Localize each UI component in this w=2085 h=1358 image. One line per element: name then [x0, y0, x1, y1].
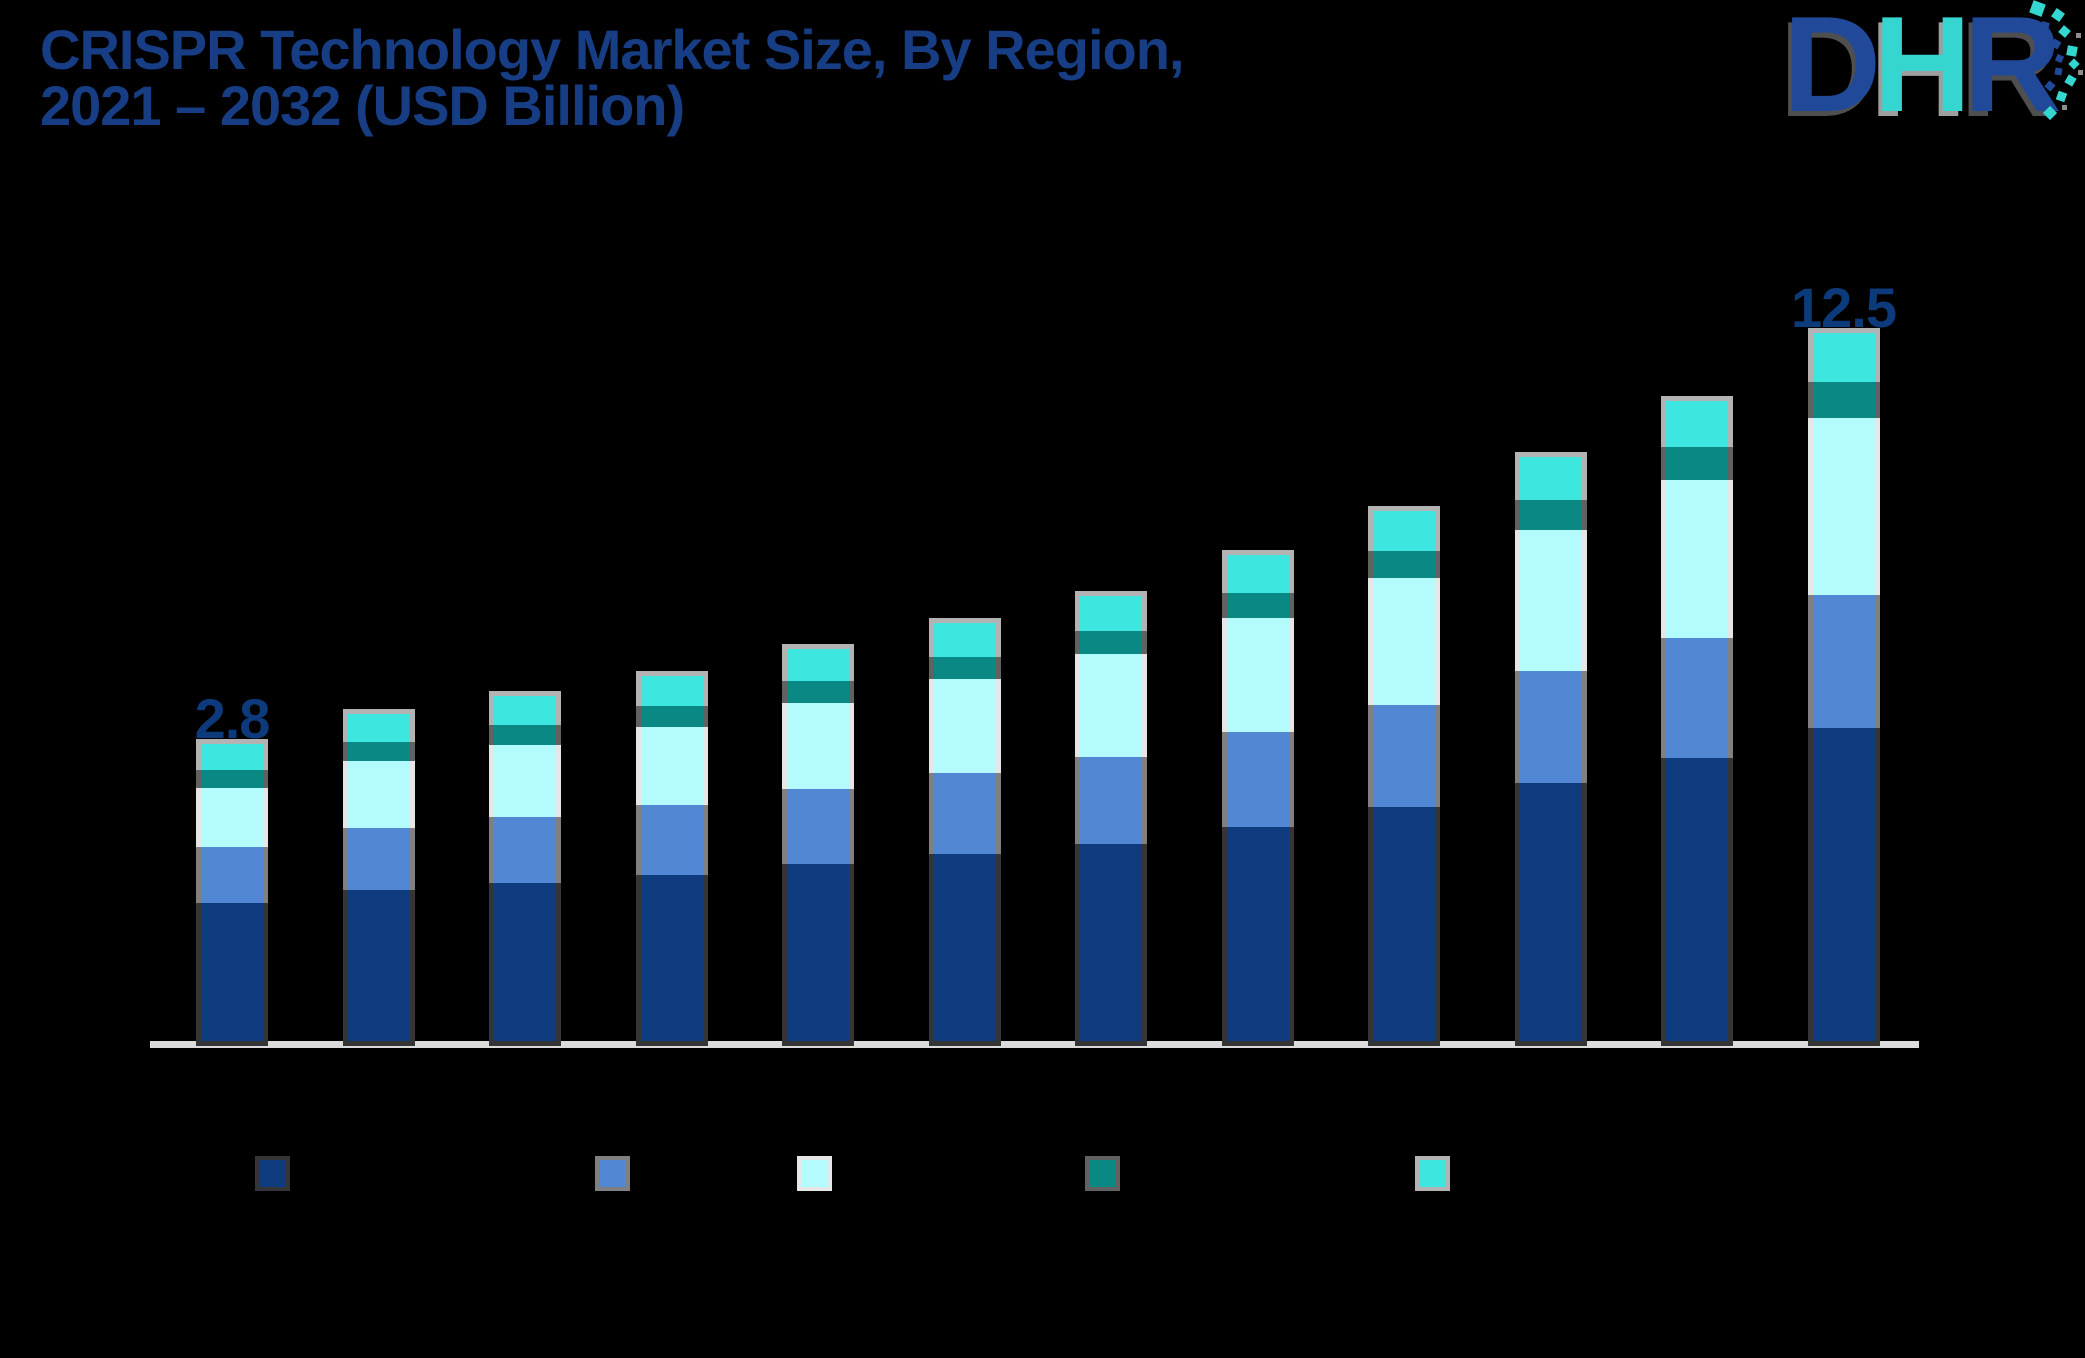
- logo-dot-6: [2066, 45, 2078, 57]
- bar-2032: [1812, 333, 1875, 1041]
- legend-swatch-segment-5-turquoise: [1419, 1160, 1446, 1187]
- bar-2031-segment-5-turquoise: [1666, 401, 1728, 447]
- bar-2021-segment-4-teal: [201, 770, 263, 788]
- bar-2021-segment-3-pale-cyan: [201, 788, 263, 847]
- bar-2027-segment-3-pale-cyan: [1080, 654, 1142, 757]
- bar-2030-segment-2-medium-blue: [1519, 671, 1582, 783]
- bar-2027-segment-1-dark-blue: [1080, 844, 1142, 1041]
- bar-2022-segment-4-teal: [347, 742, 410, 761]
- legend-swatch-segment-4-teal: [1089, 1160, 1116, 1187]
- bar-2029-segment-5-turquoise: [1373, 511, 1435, 551]
- bar-2024-segment-1-dark-blue: [640, 875, 703, 1041]
- bar-2025-segment-5-turquoise: [787, 649, 849, 681]
- bar-2029-segment-3-pale-cyan: [1373, 578, 1435, 705]
- bar-2025: [787, 649, 849, 1041]
- chart-title: CRISPR Technology Market Size, By Region…: [40, 18, 1185, 137]
- bar-2031: [1666, 401, 1728, 1041]
- logo-letter-h: H: [1873, 0, 1971, 140]
- bar-2026: [933, 623, 996, 1041]
- bar-2021-segment-1-dark-blue: [201, 903, 263, 1041]
- bar-2026-segment-5-turquoise: [933, 623, 996, 657]
- bar-2021-segment-5-turquoise: [201, 744, 263, 770]
- bar-2030-segment-1-dark-blue: [1519, 783, 1582, 1041]
- bar-2031-segment-3-pale-cyan: [1666, 480, 1728, 638]
- bar-2023-segment-2-medium-blue: [494, 817, 556, 883]
- bar-2029-segment-2-medium-blue: [1373, 705, 1435, 807]
- bar-2024: [640, 676, 703, 1041]
- legend-swatch-segment-3-pale-cyan: [801, 1160, 828, 1187]
- bar-2024-segment-5-turquoise: [640, 676, 703, 706]
- bar-2026-segment-4-teal: [933, 657, 996, 679]
- logo-dot-13: [2039, 96, 2048, 105]
- bar-2027-segment-4-teal: [1080, 631, 1142, 654]
- bar-2028: [1226, 555, 1289, 1041]
- bar-2031-segment-2-medium-blue: [1666, 638, 1728, 758]
- bar-2021: [201, 744, 263, 1041]
- legend-swatch-segment-1-dark-blue: [259, 1160, 286, 1187]
- bar-2021-segment-2-medium-blue: [201, 847, 263, 903]
- bar-2032-segment-1-dark-blue: [1812, 728, 1875, 1041]
- value-label-2021: 2.8: [194, 687, 271, 750]
- bar-2023-segment-4-teal: [494, 725, 556, 745]
- bar-2030: [1519, 457, 1582, 1041]
- bar-2030-segment-4-teal: [1519, 500, 1582, 530]
- bar-2031-segment-4-teal: [1666, 447, 1728, 480]
- logo-dot-16: [2078, 70, 2083, 75]
- chart-title-line2: 2021 – 2032 (USD Billion): [40, 74, 685, 137]
- bar-2032-segment-2-medium-blue: [1812, 595, 1875, 728]
- value-label-2032: 12.5: [1791, 276, 1897, 339]
- bar-2024-segment-2-medium-blue: [640, 805, 703, 875]
- bar-2024-segment-3-pale-cyan: [640, 727, 703, 805]
- bar-2032-segment-3-pale-cyan: [1812, 418, 1875, 595]
- bar-2031-segment-1-dark-blue: [1666, 758, 1728, 1041]
- bar-2032-segment-5-turquoise: [1812, 333, 1875, 382]
- bar-2022-segment-2-medium-blue: [347, 828, 410, 890]
- bar-2028-segment-1-dark-blue: [1226, 827, 1289, 1041]
- bar-2029: [1373, 511, 1435, 1041]
- bar-2022: [347, 714, 410, 1041]
- bar-2026-segment-2-medium-blue: [933, 773, 996, 854]
- bar-2027: [1080, 596, 1142, 1041]
- bar-2025-segment-3-pale-cyan: [787, 703, 849, 789]
- logo-letter-d: D: [1783, 0, 1881, 140]
- bar-2029-segment-4-teal: [1373, 551, 1435, 578]
- bar-2024-segment-4-teal: [640, 706, 703, 727]
- bar-2023-segment-3-pale-cyan: [494, 745, 556, 817]
- bar-2027-segment-5-turquoise: [1080, 596, 1142, 631]
- bar-2028-segment-4-teal: [1226, 593, 1289, 618]
- bar-2023: [494, 696, 556, 1041]
- bar-2025-segment-1-dark-blue: [787, 864, 849, 1041]
- bar-2027-segment-2-medium-blue: [1080, 757, 1142, 844]
- logo-dot-9: [2054, 67, 2063, 76]
- bar-2025-segment-4-teal: [787, 681, 849, 703]
- bar-2032-segment-4-teal: [1812, 382, 1875, 418]
- bar-2026-segment-1-dark-blue: [933, 854, 996, 1041]
- bar-2025-segment-2-medium-blue: [787, 789, 849, 864]
- bar-2023-segment-1-dark-blue: [494, 883, 556, 1041]
- bar-2022-segment-1-dark-blue: [347, 890, 410, 1041]
- bar-2028-segment-3-pale-cyan: [1226, 618, 1289, 732]
- bar-2026-segment-3-pale-cyan: [933, 679, 996, 773]
- bar-2023-segment-5-turquoise: [494, 696, 556, 725]
- bar-2030-segment-3-pale-cyan: [1519, 530, 1582, 671]
- bar-2022-segment-5-turquoise: [347, 714, 410, 742]
- bar-2028-segment-2-medium-blue: [1226, 732, 1289, 827]
- bar-2030-segment-5-turquoise: [1519, 457, 1582, 500]
- bar-2022-segment-3-pale-cyan: [347, 761, 410, 828]
- logo-dot-15: [2076, 33, 2081, 38]
- chart-title-line1: CRISPR Technology Market Size, By Region…: [40, 18, 1185, 81]
- x-axis-line: [150, 1041, 1919, 1048]
- logo-dot-17: [2062, 105, 2067, 110]
- bar-2029-segment-1-dark-blue: [1373, 807, 1435, 1041]
- legend-swatch-segment-2-medium-blue: [599, 1160, 626, 1187]
- bar-2028-segment-5-turquoise: [1226, 555, 1289, 593]
- dhr-logo: DHR: [1783, 0, 2083, 154]
